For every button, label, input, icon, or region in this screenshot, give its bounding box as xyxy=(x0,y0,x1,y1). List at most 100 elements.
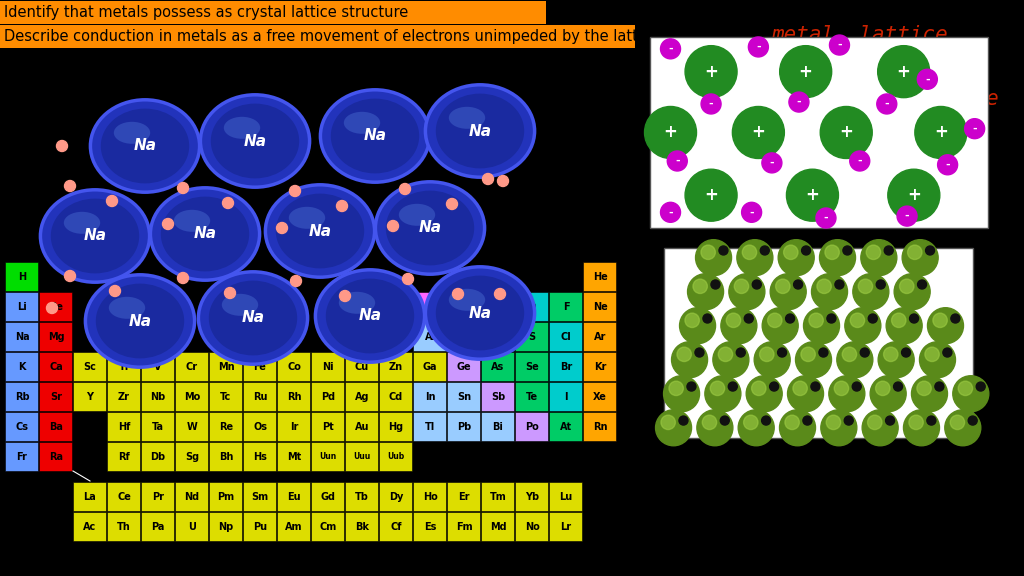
Text: N: N xyxy=(494,301,502,312)
Circle shape xyxy=(276,222,288,233)
Bar xyxy=(5,262,38,291)
Bar xyxy=(413,322,446,351)
Ellipse shape xyxy=(199,272,307,364)
Ellipse shape xyxy=(275,194,365,268)
Bar xyxy=(413,292,446,321)
Text: Hg: Hg xyxy=(388,422,403,431)
Circle shape xyxy=(927,416,936,425)
Text: Na: Na xyxy=(133,138,157,153)
Ellipse shape xyxy=(109,297,145,319)
Circle shape xyxy=(801,347,815,362)
Bar xyxy=(311,382,344,411)
Circle shape xyxy=(687,274,724,310)
Bar xyxy=(379,352,412,381)
Text: Na: Na xyxy=(242,310,264,325)
Text: -: - xyxy=(669,207,673,217)
Text: Cf: Cf xyxy=(390,521,401,532)
Circle shape xyxy=(811,382,820,391)
Text: Rh: Rh xyxy=(287,392,301,401)
Text: Bh: Bh xyxy=(219,452,233,461)
Text: P: P xyxy=(495,332,502,342)
Circle shape xyxy=(779,46,831,98)
Text: -: - xyxy=(797,97,801,107)
Text: Tc: Tc xyxy=(220,392,231,401)
Ellipse shape xyxy=(85,275,195,367)
Circle shape xyxy=(737,240,773,276)
Bar xyxy=(447,322,480,351)
Bar xyxy=(73,352,106,381)
Bar xyxy=(278,412,310,441)
Bar xyxy=(549,412,582,441)
Circle shape xyxy=(291,275,301,286)
Text: W: W xyxy=(186,422,198,431)
Text: Lr: Lr xyxy=(560,521,571,532)
Bar xyxy=(175,442,208,471)
Circle shape xyxy=(933,313,947,328)
Bar xyxy=(515,322,548,351)
Circle shape xyxy=(850,313,864,328)
Bar xyxy=(515,482,548,511)
Text: Uuu: Uuu xyxy=(353,452,371,461)
Circle shape xyxy=(877,94,897,114)
Text: Se: Se xyxy=(525,362,539,372)
Text: Ge: Ge xyxy=(457,362,471,372)
Text: Na: Na xyxy=(14,332,30,342)
Circle shape xyxy=(736,348,745,357)
Text: Uun: Uun xyxy=(319,452,337,461)
Circle shape xyxy=(732,107,784,158)
Bar xyxy=(311,512,344,541)
Circle shape xyxy=(853,274,889,310)
Bar xyxy=(345,352,378,381)
Circle shape xyxy=(920,342,955,378)
Circle shape xyxy=(845,308,881,344)
Text: +: + xyxy=(806,186,819,204)
Circle shape xyxy=(885,246,893,255)
Bar xyxy=(39,322,72,351)
Text: +: + xyxy=(705,186,718,204)
Bar xyxy=(515,412,548,441)
Text: Gd: Gd xyxy=(321,491,336,502)
Text: Pm: Pm xyxy=(217,491,234,502)
Text: Sb: Sb xyxy=(490,392,505,401)
Bar xyxy=(664,248,973,438)
Text: Cs: Cs xyxy=(15,422,29,431)
Ellipse shape xyxy=(386,191,474,266)
Text: Na: Na xyxy=(84,229,106,244)
Bar xyxy=(583,322,616,351)
Circle shape xyxy=(719,246,728,255)
Circle shape xyxy=(693,279,708,294)
Bar xyxy=(278,512,310,541)
Circle shape xyxy=(728,382,737,391)
Bar xyxy=(379,512,412,541)
Text: Sr: Sr xyxy=(50,392,62,401)
Circle shape xyxy=(860,348,869,357)
Bar xyxy=(106,512,140,541)
Circle shape xyxy=(742,245,757,259)
Text: Uub: Uub xyxy=(387,452,404,461)
Ellipse shape xyxy=(211,104,299,179)
Circle shape xyxy=(821,410,857,446)
Text: No: No xyxy=(524,521,540,532)
Bar xyxy=(515,382,548,411)
Bar xyxy=(583,292,616,321)
Bar xyxy=(39,412,72,441)
Bar xyxy=(175,482,208,511)
Text: -: - xyxy=(885,99,889,109)
Ellipse shape xyxy=(100,109,189,183)
Text: Dy: Dy xyxy=(389,491,403,502)
Bar xyxy=(175,412,208,441)
Circle shape xyxy=(811,274,848,310)
Ellipse shape xyxy=(40,190,150,282)
Circle shape xyxy=(701,94,721,114)
Circle shape xyxy=(945,410,981,446)
Bar xyxy=(5,382,38,411)
Circle shape xyxy=(760,347,774,362)
Circle shape xyxy=(892,313,906,328)
Circle shape xyxy=(819,348,828,357)
Text: Si: Si xyxy=(459,332,469,342)
Circle shape xyxy=(909,415,924,430)
Circle shape xyxy=(177,272,188,283)
Text: Yb: Yb xyxy=(525,491,539,502)
Circle shape xyxy=(718,347,733,362)
Bar xyxy=(5,292,38,321)
